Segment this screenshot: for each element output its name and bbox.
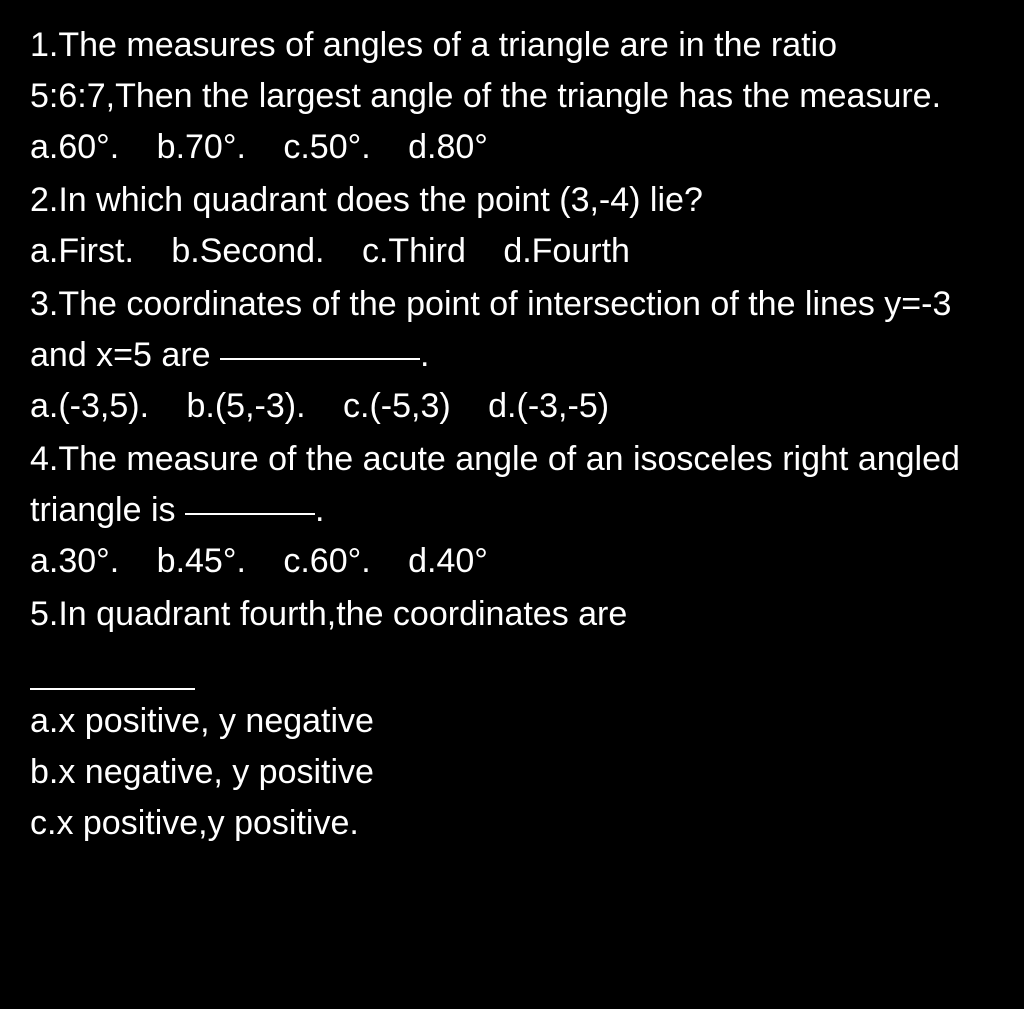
question-2-option-b: b.Second. <box>171 232 324 270</box>
question-2: 2.In which quadrant does the point (3,-4… <box>30 175 994 277</box>
question-4-blank <box>185 513 315 515</box>
question-5: 5.In quadrant fourth,the coordinates are… <box>30 589 994 849</box>
question-4-option-a: a.30°. <box>30 542 119 580</box>
question-3-option-c: c.(-5,3) <box>343 387 451 425</box>
question-2-text: 2.In which quadrant does the point (3,-4… <box>30 175 994 226</box>
question-3-text-prefix: 3.The coordinates of the point of inters… <box>30 285 951 374</box>
question-4: 4.The measure of the acute angle of an i… <box>30 434 994 587</box>
question-3-option-d: d.(-3,-5) <box>488 387 609 425</box>
question-5-text: 5.In quadrant fourth,the coordinates are <box>30 589 994 640</box>
question-3-option-a: a.(-3,5). <box>30 387 149 425</box>
question-2-option-c: c.Third <box>362 232 466 270</box>
question-2-options: a.First. b.Second. c.Third d.Fourth <box>30 226 994 277</box>
question-1-option-a: a.60°. <box>30 128 119 166</box>
question-4-option-d: d.40° <box>408 542 488 580</box>
question-5-option-b: b.x negative, y positive <box>30 747 994 798</box>
question-1-option-d: d.80° <box>408 128 488 166</box>
question-1-text: 1.The measures of angles of a triangle a… <box>30 20 994 122</box>
question-1-options: a.60°. b.70°. c.50°. d.80° <box>30 122 994 173</box>
question-4-text-prefix: 4.The measure of the acute angle of an i… <box>30 440 960 529</box>
question-3-option-b: b.(5,-3). <box>187 387 306 425</box>
question-5-options: a.x positive, y negative b.x negative, y… <box>30 696 994 849</box>
question-3-text: 3.The coordinates of the point of inters… <box>30 279 994 381</box>
question-4-option-b: b.45°. <box>157 542 246 580</box>
question-1: 1.The measures of angles of a triangle a… <box>30 20 994 173</box>
question-1-option-c: c.50°. <box>283 128 370 166</box>
question-2-option-a: a.First. <box>30 232 134 270</box>
question-4-option-c: c.60°. <box>283 542 370 580</box>
question-3: 3.The coordinates of the point of inters… <box>30 279 994 432</box>
question-4-options: a.30°. b.45°. c.60°. d.40° <box>30 536 994 587</box>
question-5-option-a: a.x positive, y negative <box>30 696 994 747</box>
question-3-blank <box>220 358 420 360</box>
question-4-text-suffix: . <box>315 491 324 529</box>
question-5-option-c: c.x positive,y positive. <box>30 798 994 849</box>
question-2-option-d: d.Fourth <box>503 232 630 270</box>
question-3-text-suffix: . <box>420 336 429 374</box>
question-5-blank <box>30 650 195 690</box>
question-3-options: a.(-3,5). b.(5,-3). c.(-5,3) d.(-3,-5) <box>30 381 994 432</box>
question-1-option-b: b.70°. <box>157 128 246 166</box>
question-4-text: 4.The measure of the acute angle of an i… <box>30 434 994 536</box>
